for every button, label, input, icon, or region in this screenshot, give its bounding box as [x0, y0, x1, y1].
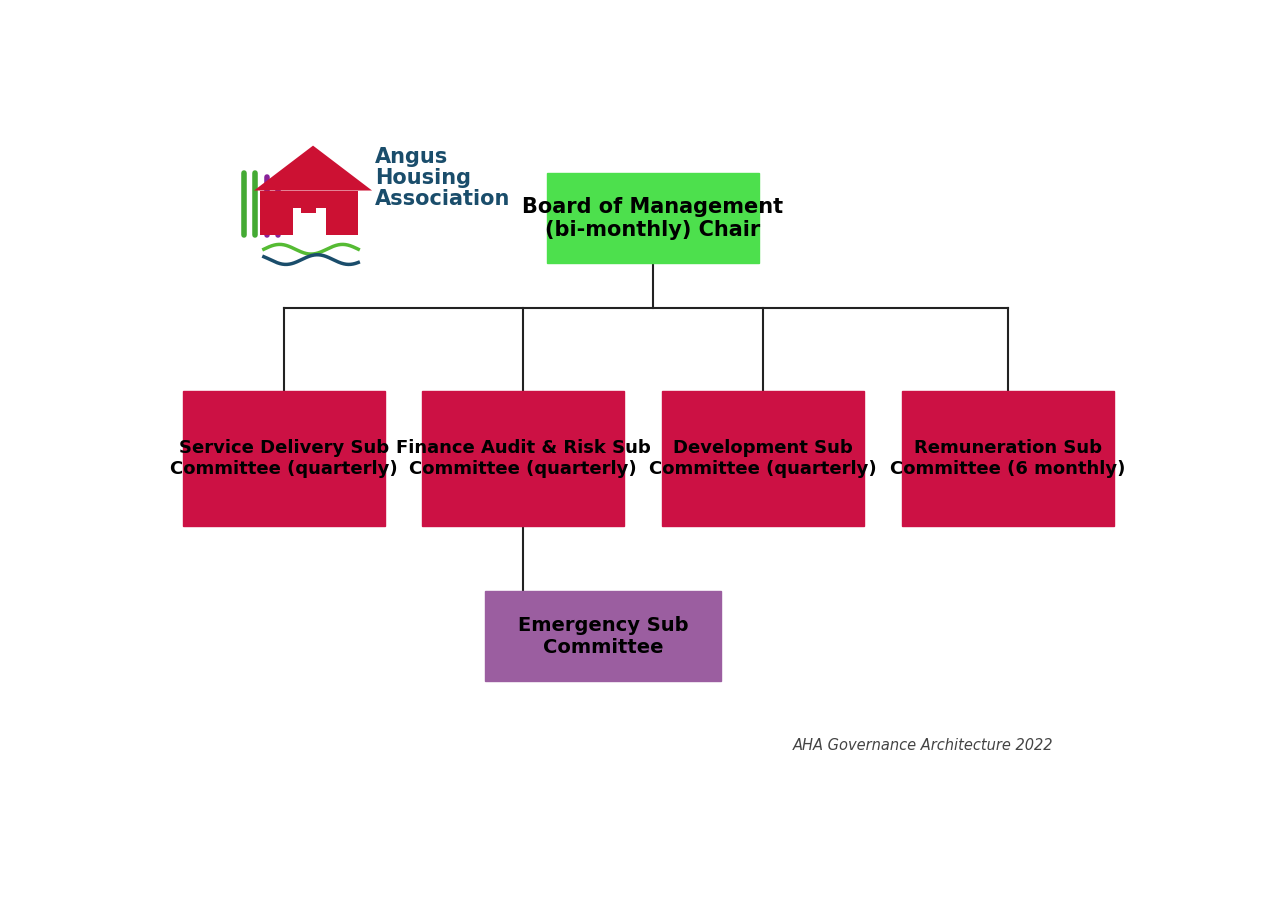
Text: Finance Audit & Risk Sub
Committee (quarterly): Finance Audit & Risk Sub Committee (quar… — [396, 439, 651, 477]
Text: Development Sub
Committee (quarterly): Development Sub Committee (quarterly) — [650, 439, 877, 477]
Text: Emergency Sub
Committee: Emergency Sub Committee — [518, 615, 688, 657]
FancyBboxPatch shape — [902, 391, 1114, 526]
FancyBboxPatch shape — [547, 173, 759, 263]
Polygon shape — [254, 145, 372, 190]
FancyBboxPatch shape — [485, 591, 721, 681]
FancyBboxPatch shape — [260, 190, 358, 235]
Text: Association: Association — [376, 188, 510, 209]
FancyBboxPatch shape — [662, 391, 864, 526]
Text: Housing: Housing — [376, 168, 471, 188]
Text: Remuneration Sub
Committee (6 monthly): Remuneration Sub Committee (6 monthly) — [890, 439, 1126, 477]
Text: Angus: Angus — [376, 147, 448, 168]
FancyBboxPatch shape — [293, 208, 326, 235]
FancyBboxPatch shape — [301, 205, 316, 213]
FancyBboxPatch shape — [423, 391, 624, 526]
Text: Service Delivery Sub
Committee (quarterly): Service Delivery Sub Committee (quarterl… — [170, 439, 397, 477]
Text: AHA Governance Architecture 2022: AHA Governance Architecture 2022 — [793, 738, 1053, 753]
FancyBboxPatch shape — [183, 391, 385, 526]
Text: Board of Management
(bi-monthly) Chair: Board of Management (bi-monthly) Chair — [523, 196, 783, 239]
